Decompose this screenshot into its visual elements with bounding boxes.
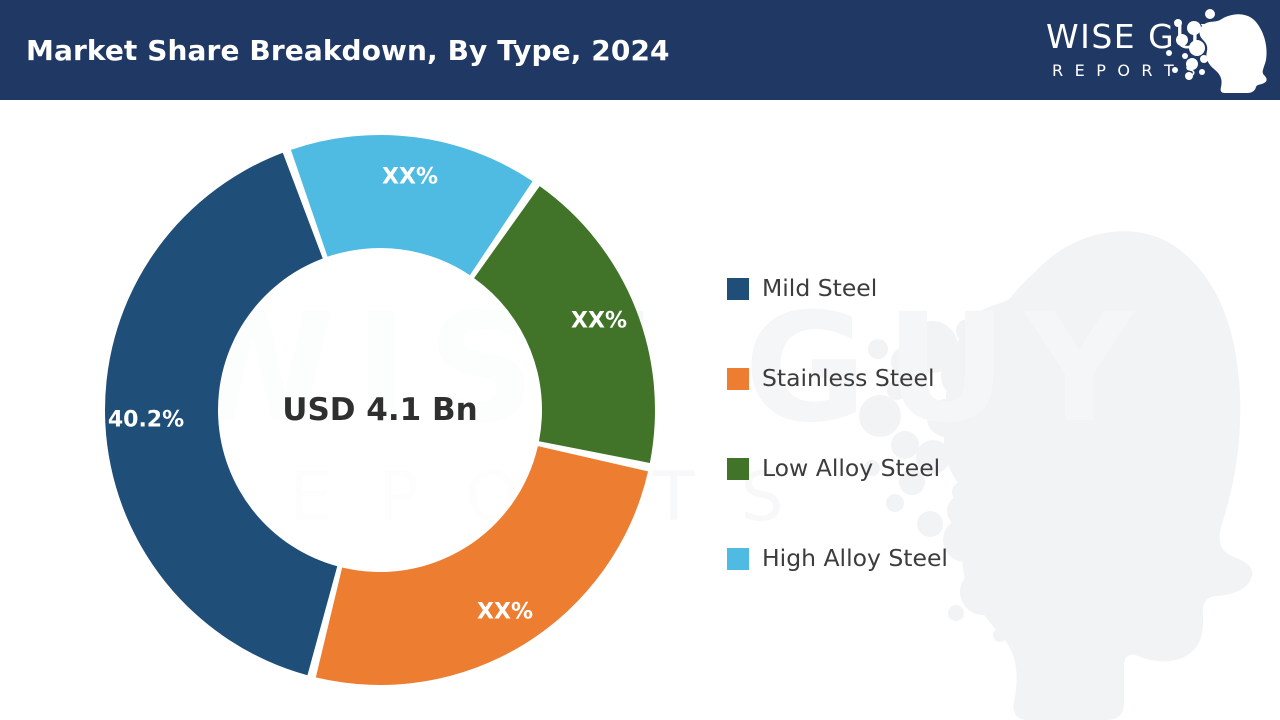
slice-data-label: 40.2% [108, 408, 184, 433]
donut-slice[interactable] [104, 152, 338, 676]
legend-swatch-icon [727, 548, 749, 570]
legend-item-stainless-steel[interactable]: Stainless Steel [727, 334, 1127, 424]
donut-hole [216, 246, 544, 574]
donut-slice[interactable] [290, 135, 533, 276]
legend-swatch-icon [727, 278, 749, 300]
donut-slices [104, 135, 655, 685]
donut-slice-labels: 40.2% XX% XX% XX% [108, 165, 627, 625]
donut-chart: 40.2% XX% XX% XX% USD 4.1 Bn [0, 100, 760, 720]
legend-item-label: Mild Steel [762, 274, 878, 303]
legend-item-high-alloy-steel[interactable]: High Alloy Steel [727, 514, 1127, 604]
legend-swatch-icon [727, 458, 749, 480]
donut-slice[interactable] [474, 186, 655, 463]
legend-swatch-icon [727, 368, 749, 390]
chart-legend: Mild Steel Stainless Steel Low Alloy Ste… [727, 244, 1127, 604]
legend-item-label: Stainless Steel [762, 364, 935, 393]
logo-wordmark-line2: R E P O R T S [1052, 61, 1199, 80]
donut-slice[interactable] [315, 446, 649, 685]
header-bar: Market Share Breakdown, By Type, 2024 [0, 0, 1280, 100]
center-value-label: USD 4.1 Bn [282, 392, 477, 428]
legend-item-label: High Alloy Steel [762, 544, 948, 573]
legend-item-mild-steel[interactable]: Mild Steel [727, 244, 1127, 334]
page-title: Market Share Breakdown, By Type, 2024 [26, 34, 670, 67]
slice-data-label: XX% [477, 600, 533, 625]
legend-item-label: Low Alloy Steel [762, 454, 941, 483]
slice-data-label: XX% [571, 309, 627, 334]
logo-wordmark-line1: WISE GUY [1046, 17, 1223, 56]
slice-data-label: XX% [382, 165, 438, 190]
wise-guy-head-icon [1166, 9, 1267, 93]
brand-logo[interactable]: WISE GUY R E P O R T S [1042, 6, 1272, 94]
legend-item-low-alloy-steel[interactable]: Low Alloy Steel [727, 424, 1127, 514]
